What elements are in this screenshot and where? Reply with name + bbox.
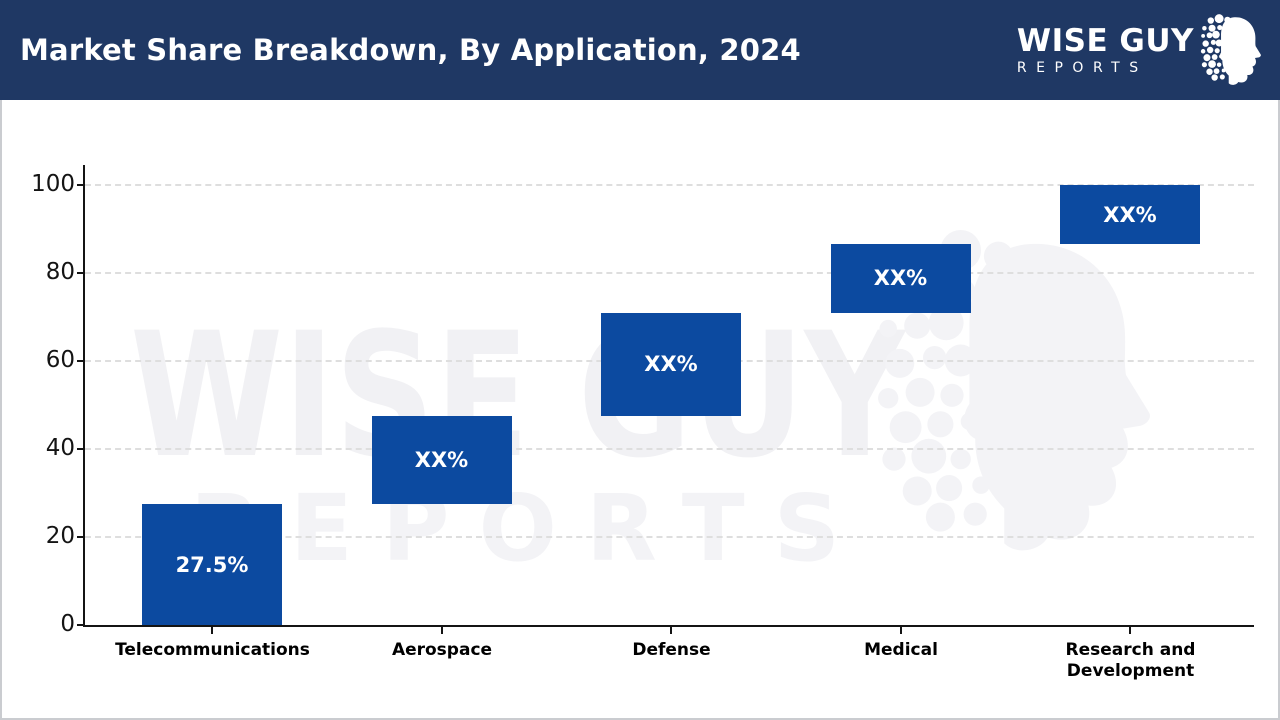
x-axis-line [83, 625, 1254, 627]
logo-head-icon [1200, 14, 1261, 85]
gridline-20 [85, 536, 1254, 538]
x-axis-label-research-and-development: Research and Development [1065, 640, 1196, 682]
y-tick-20 [77, 536, 85, 538]
y-tick-label-80: 80 [45, 259, 75, 285]
bar-medical: XX% [830, 244, 971, 313]
x-tick-defense [670, 626, 672, 634]
y-tick-label-60: 60 [45, 347, 75, 373]
y-tick-60 [77, 360, 85, 362]
header-bar: Market Share Breakdown, By Application, … [0, 0, 1280, 100]
logo-wordmark: WISE GUY REPORTS [1016, 22, 1194, 76]
x-tick-telecommunications [211, 626, 213, 634]
y-tick-label-20: 20 [45, 523, 75, 549]
gridline-40 [85, 448, 1254, 450]
bar-label-defense: XX% [644, 352, 698, 377]
y-tick-0 [77, 624, 85, 626]
bar-label-telecommunications: 27.5% [175, 552, 249, 577]
chart-title: Market Share Breakdown, By Application, … [20, 33, 801, 67]
bar-label-research-and-development: XX% [1103, 202, 1157, 227]
x-axis-label-defense: Defense [632, 640, 711, 660]
bar-label-medical: XX% [873, 266, 928, 291]
y-tick-label-0: 0 [60, 611, 75, 637]
logo-line2: REPORTS [1016, 59, 1148, 76]
x-tick-medical [899, 626, 902, 634]
y-tick-label-100: 100 [31, 171, 75, 197]
wise-guy-reports-logo: WISE GUY REPORTS [1017, 14, 1262, 86]
y-tick-label-40: 40 [45, 435, 75, 461]
bar-label-aerospace: XX% [414, 448, 469, 472]
gridline-80 [85, 272, 1254, 274]
bar-defense: XX% [601, 312, 741, 416]
gridline-100 [85, 184, 1254, 186]
bar-telecommunications: 27.5% [142, 504, 282, 625]
x-axis-label-telecommunications: Telecommunications [115, 640, 310, 660]
x-tick-aerospace [440, 626, 443, 634]
y-axis-line [83, 165, 85, 627]
x-tick-research-and-development [1129, 626, 1131, 634]
x-axis-label-aerospace: Aerospace [391, 640, 493, 660]
y-tick-80 [77, 272, 85, 274]
y-tick-100 [77, 184, 85, 186]
bar-research-and-development: XX% [1060, 185, 1200, 245]
x-axis-label-medical: Medical [864, 640, 938, 660]
logo-line1: WISE GUY [1016, 22, 1194, 59]
y-tick-40 [77, 448, 85, 450]
bar-aerospace: XX% [371, 416, 512, 504]
